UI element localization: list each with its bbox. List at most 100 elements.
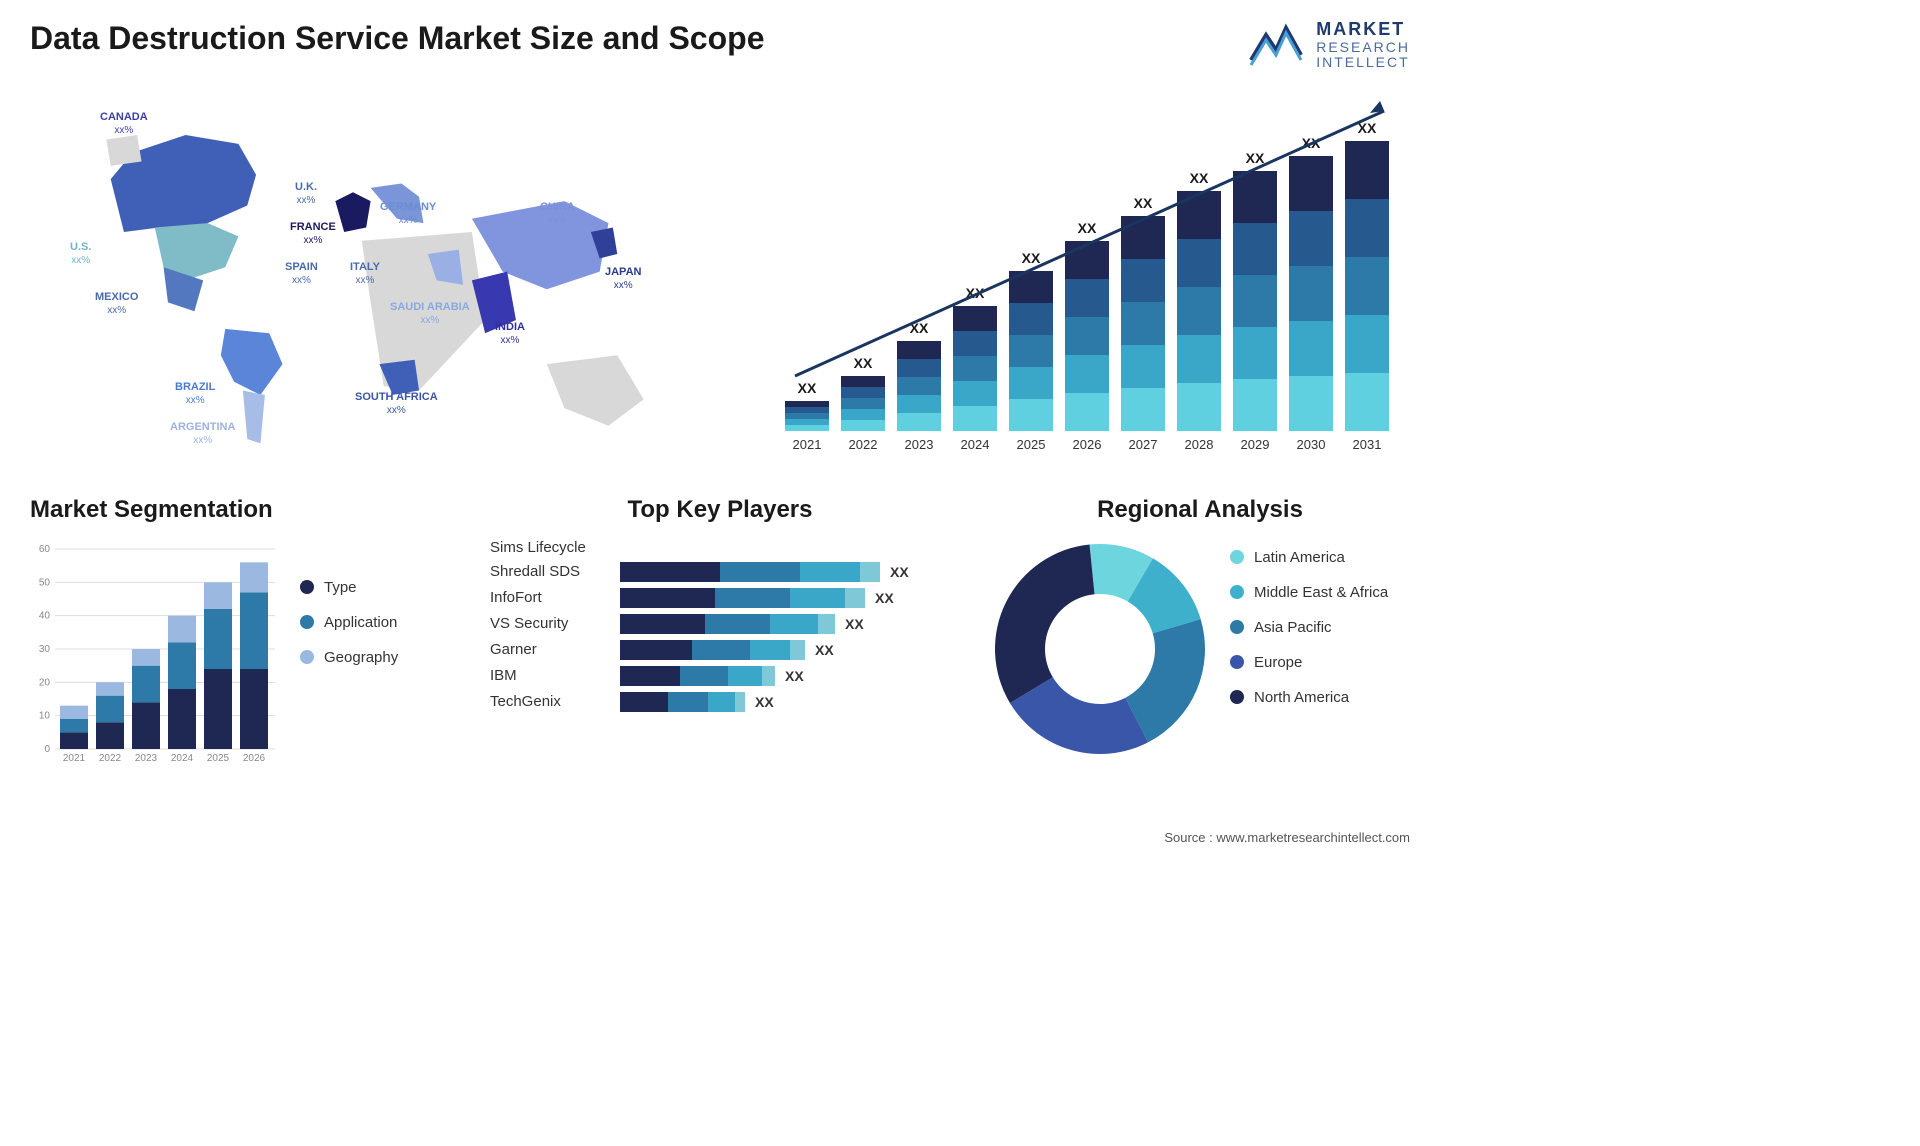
legend-item-application: Application (300, 614, 398, 631)
region-legend-north-america: North America (1230, 689, 1388, 706)
kp-row-infofort: InfoFort XX (490, 588, 950, 608)
logo-line1: MARKET (1316, 20, 1410, 40)
svg-text:XX: XX (1022, 250, 1041, 266)
segmentation-legend: Type Application Geography (300, 539, 398, 769)
svg-text:2021: 2021 (793, 437, 822, 452)
svg-text:2026: 2026 (1073, 437, 1102, 452)
svg-text:XX: XX (1190, 170, 1209, 186)
kp-name: InfoFort (490, 589, 620, 606)
kp-value: XX (875, 590, 894, 606)
kp-row-techgenix: TechGenix XX (490, 692, 950, 712)
legend-dot (1230, 690, 1244, 704)
map-label-france: FRANCExx% (290, 221, 336, 247)
source-attribution: Source : www.marketresearchintellect.com (1164, 830, 1410, 845)
svg-text:2024: 2024 (171, 753, 194, 764)
segmentation-panel: Market Segmentation 01020304050602021202… (30, 496, 450, 769)
legend-dot (300, 580, 314, 594)
kp-row-shredall-sds: Shredall SDS XX (490, 562, 950, 582)
svg-text:XX: XX (854, 355, 873, 371)
svg-text:XX: XX (1246, 150, 1265, 166)
kp-value: XX (845, 616, 864, 632)
map-label-argentina: ARGENTINAxx% (170, 421, 235, 447)
svg-text:2023: 2023 (135, 753, 158, 764)
svg-text:XX: XX (1078, 220, 1097, 236)
key-players-panel: Top Key Players Sims Lifecycle Shredall S… (490, 496, 950, 769)
svg-text:2021: 2021 (63, 753, 86, 764)
svg-text:2022: 2022 (99, 753, 122, 764)
kp-value: XX (785, 668, 804, 684)
segmentation-chart: 0102030405060202120222023202420252026 (30, 539, 280, 769)
map-label-u.s.: U.S.xx% (70, 241, 91, 267)
map-label-spain: SPAINxx% (285, 261, 318, 287)
regional-title: Regional Analysis (990, 496, 1410, 524)
region-legend-latin-america: Latin America (1230, 549, 1388, 566)
kp-value: XX (755, 694, 774, 710)
kp-value: XX (815, 642, 834, 658)
kp-row-garner: Garner XX (490, 640, 950, 660)
map-label-mexico: MEXICOxx% (95, 291, 138, 317)
growth-chart-panel: XX2021XX2022XX2023XX2024XX2025XX2026XX20… (760, 91, 1410, 461)
svg-text:30: 30 (39, 644, 51, 655)
svg-text:2022: 2022 (849, 437, 878, 452)
svg-text:2030: 2030 (1297, 437, 1326, 452)
legend-item-type: Type (300, 579, 398, 596)
svg-text:XX: XX (1134, 195, 1153, 211)
svg-text:40: 40 (39, 610, 51, 621)
logo-line3: INTELLECT (1316, 55, 1410, 70)
logo-icon (1246, 20, 1306, 70)
map-label-brazil: BRAZILxx% (175, 381, 215, 407)
map-label-u.k.: U.K.xx% (295, 181, 317, 207)
region-legend-asia-pacific: Asia Pacific (1230, 619, 1388, 636)
segmentation-title: Market Segmentation (30, 496, 450, 524)
key-players-title: Top Key Players (490, 496, 950, 524)
kp-row-vs-security: VS Security XX (490, 614, 950, 634)
legend-item-geography: Geography (300, 649, 398, 666)
legend-dot (300, 615, 314, 629)
regional-donut (990, 539, 1210, 759)
world-map-panel: CANADAxx% U.S.xx% MEXICOxx% BRAZILxx% ARGENT… (30, 91, 720, 466)
svg-text:2028: 2028 (1185, 437, 1214, 452)
map-label-south-africa: SOUTH AFRICAxx% (355, 391, 438, 417)
regional-legend: Latin America Middle East & Africa Asia Pa… (1230, 539, 1388, 764)
logo-line2: RESEARCH (1316, 40, 1410, 55)
map-label-saudi-arabia: SAUDI ARABIAxx% (390, 301, 470, 327)
key-players-bars: Sims LifecycleShredall SDSXXInfoFortXXVS… (490, 539, 950, 712)
svg-text:2024: 2024 (961, 437, 990, 452)
kp-row-ibm: IBM XX (490, 666, 950, 686)
kp-name: Garner (490, 641, 620, 658)
svg-text:60: 60 (39, 544, 51, 555)
kp-name: Shredall SDS (490, 563, 620, 580)
kp-name: IBM (490, 667, 620, 684)
map-label-india: INDIAxx% (495, 321, 525, 347)
svg-text:2027: 2027 (1129, 437, 1158, 452)
region-legend-europe: Europe (1230, 654, 1388, 671)
legend-dot (300, 650, 314, 664)
svg-text:50: 50 (39, 577, 51, 588)
legend-dot (1230, 655, 1244, 669)
svg-text:2025: 2025 (1017, 437, 1046, 452)
legend-dot (1230, 585, 1244, 599)
map-label-canada: CANADAxx% (100, 111, 148, 137)
map-label-china: CHINAxx% (540, 201, 575, 227)
kp-row-sims-lifecycle: Sims Lifecycle (490, 539, 950, 556)
page-title: Data Destruction Service Market Size and… (30, 20, 764, 57)
kp-name: Sims Lifecycle (490, 539, 620, 556)
legend-dot (1230, 550, 1244, 564)
kp-value: XX (890, 564, 909, 580)
growth-chart: XX2021XX2022XX2023XX2024XX2025XX2026XX20… (760, 91, 1410, 461)
svg-text:2031: 2031 (1353, 437, 1382, 452)
svg-text:0: 0 (44, 744, 50, 755)
region-legend-middle-east-africa: Middle East & Africa (1230, 584, 1388, 601)
svg-text:2029: 2029 (1241, 437, 1270, 452)
svg-text:20: 20 (39, 677, 51, 688)
map-label-germany: GERMANYxx% (380, 201, 436, 227)
svg-text:2025: 2025 (207, 753, 230, 764)
svg-text:2026: 2026 (243, 753, 266, 764)
svg-text:XX: XX (798, 380, 817, 396)
map-label-italy: ITALYxx% (350, 261, 380, 287)
kp-name: VS Security (490, 615, 620, 632)
kp-name: TechGenix (490, 693, 620, 710)
map-label-japan: JAPANxx% (605, 266, 641, 292)
logo: MARKET RESEARCH INTELLECT (1246, 20, 1410, 71)
regional-panel: Regional Analysis Latin America Middle Ea… (990, 496, 1410, 769)
